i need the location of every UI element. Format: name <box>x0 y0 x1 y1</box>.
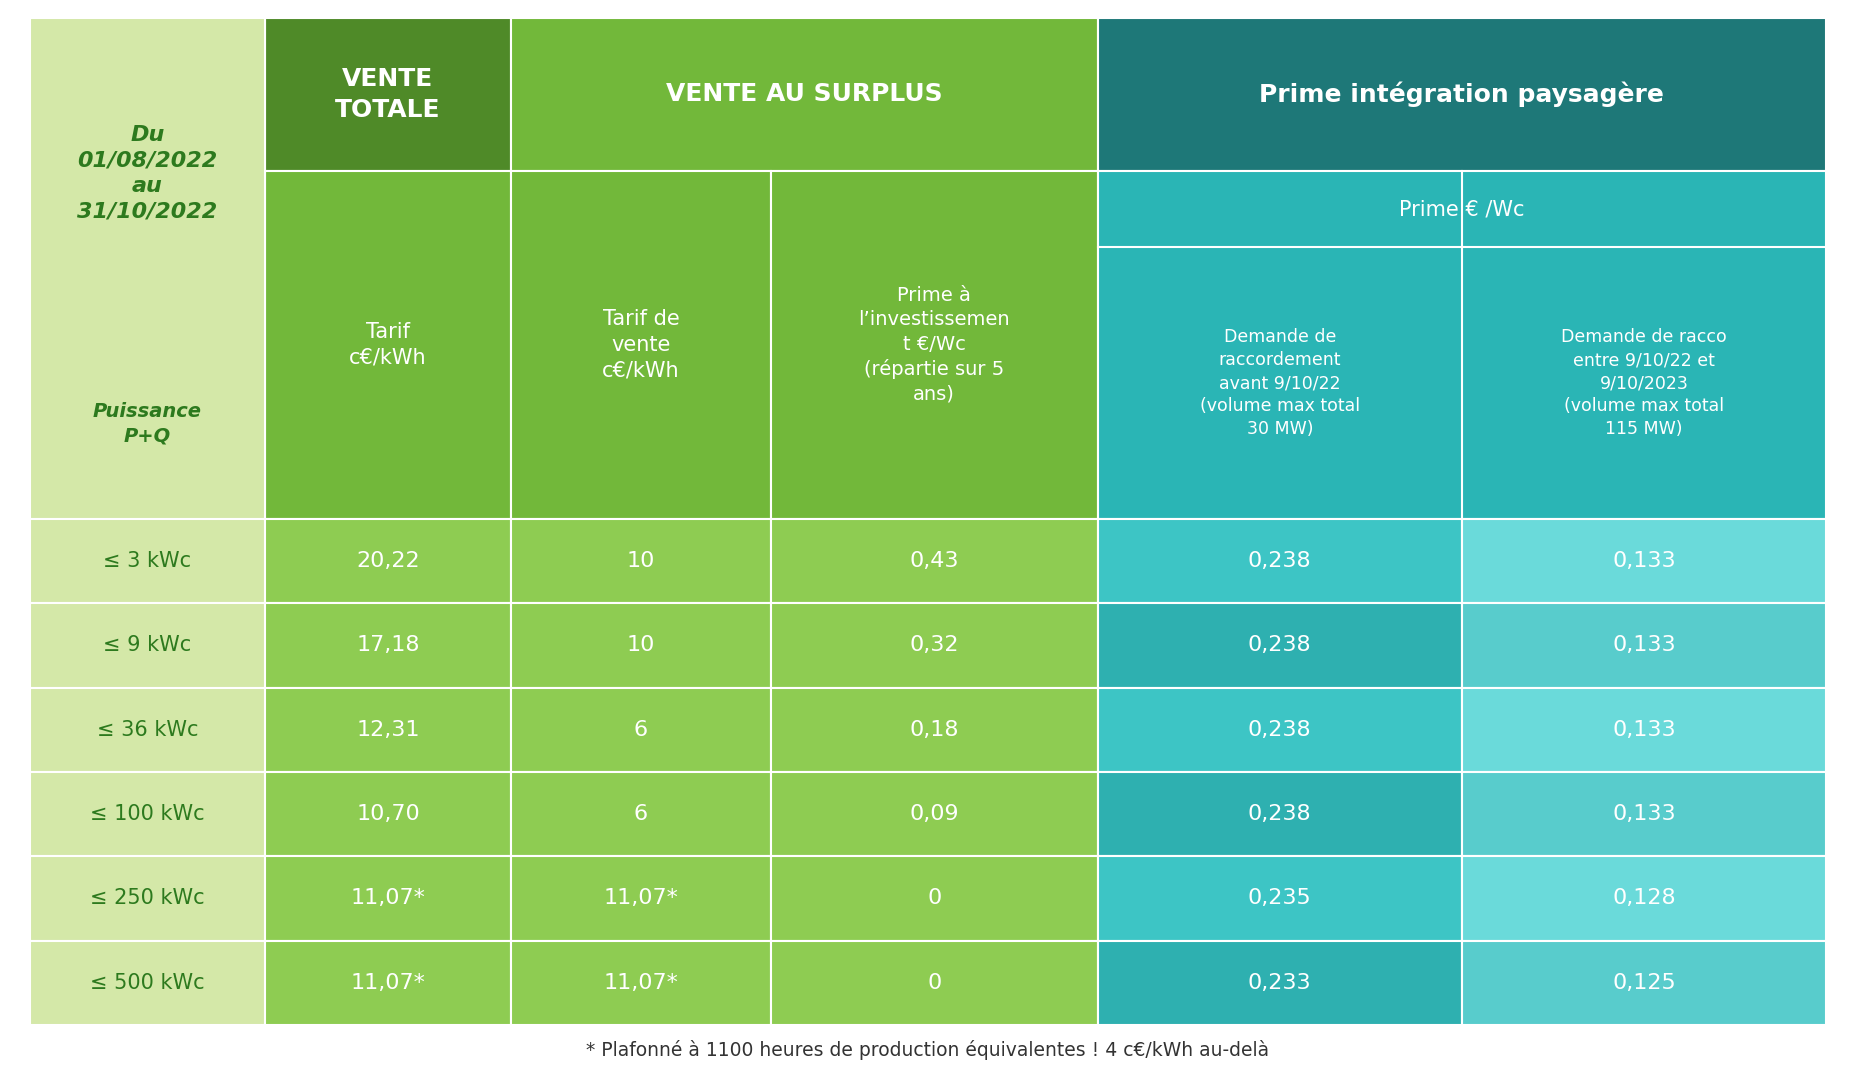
Text: Demande de racco
entre 9/10/22 et
9/10/2023
(volume max total
115 MW): Demande de racco entre 9/10/22 et 9/10/2… <box>1560 328 1725 438</box>
Bar <box>512 772 770 856</box>
Text: 11,07*: 11,07* <box>603 889 679 908</box>
Text: 0,32: 0,32 <box>909 635 959 656</box>
Text: ≤ 500 kWc: ≤ 500 kWc <box>89 973 204 993</box>
Bar <box>1096 18 1825 171</box>
Bar <box>1462 856 1825 941</box>
Bar <box>512 604 770 688</box>
Bar <box>770 772 1096 856</box>
Bar <box>1096 518 1462 604</box>
Bar <box>265 941 512 1025</box>
Bar <box>265 18 512 171</box>
Text: ≤ 36 kWc: ≤ 36 kWc <box>96 719 198 740</box>
Text: 0,235: 0,235 <box>1247 889 1311 908</box>
Bar <box>512 941 770 1025</box>
Text: 12,31: 12,31 <box>356 719 419 740</box>
Text: Prime € /Wc: Prime € /Wc <box>1399 199 1523 219</box>
Text: 0: 0 <box>926 973 940 993</box>
Bar <box>1462 688 1825 772</box>
Bar <box>265 772 512 856</box>
Text: 10: 10 <box>627 551 655 571</box>
Bar <box>265 604 512 688</box>
Bar <box>265 856 512 941</box>
Text: 0,238: 0,238 <box>1247 635 1311 656</box>
Text: 11,07*: 11,07* <box>351 973 425 993</box>
Text: * Plafonné à 1100 heures de production équivalentes ! 4 c€/kWh au-delà: * Plafonné à 1100 heures de production é… <box>586 1040 1269 1059</box>
Text: 0,18: 0,18 <box>909 719 959 740</box>
Text: Puissance
P+Q: Puissance P+Q <box>93 402 202 445</box>
Bar <box>1462 518 1825 604</box>
Text: 0,128: 0,128 <box>1612 889 1675 908</box>
Bar <box>512 18 1096 171</box>
Text: 0,09: 0,09 <box>909 805 959 824</box>
Bar <box>512 171 770 518</box>
Bar <box>1096 688 1462 772</box>
Bar <box>265 171 512 518</box>
Text: Tarif
c€/kWh: Tarif c€/kWh <box>349 322 427 367</box>
Text: 0: 0 <box>926 889 940 908</box>
Bar <box>770 856 1096 941</box>
Bar <box>512 856 770 941</box>
Bar <box>30 688 265 772</box>
Text: 0,43: 0,43 <box>909 551 959 571</box>
Text: 0,133: 0,133 <box>1612 719 1675 740</box>
Text: 0,125: 0,125 <box>1612 973 1675 993</box>
Text: 10: 10 <box>627 635 655 656</box>
Bar <box>265 518 512 604</box>
Bar <box>770 604 1096 688</box>
Bar <box>30 772 265 856</box>
Text: 0,238: 0,238 <box>1247 719 1311 740</box>
Text: ≤ 100 kWc: ≤ 100 kWc <box>89 805 204 824</box>
Bar <box>1096 772 1462 856</box>
Text: 0,238: 0,238 <box>1247 551 1311 571</box>
Text: Demande de
raccordement
avant 9/10/22
(volume max total
30 MW): Demande de raccordement avant 9/10/22 (v… <box>1198 328 1360 438</box>
Text: VENTE
TOTALE: VENTE TOTALE <box>336 67 440 122</box>
Bar <box>30 18 265 518</box>
Bar <box>1462 604 1825 688</box>
Text: 0,233: 0,233 <box>1247 973 1311 993</box>
Text: 10,70: 10,70 <box>356 805 419 824</box>
Text: 0,133: 0,133 <box>1612 551 1675 571</box>
Text: 0,238: 0,238 <box>1247 805 1311 824</box>
Bar <box>30 856 265 941</box>
Bar <box>770 688 1096 772</box>
Text: 6: 6 <box>634 805 647 824</box>
Bar <box>770 518 1096 604</box>
Text: 11,07*: 11,07* <box>603 973 679 993</box>
Text: ≤ 9 kWc: ≤ 9 kWc <box>104 635 191 656</box>
Text: VENTE AU SURPLUS: VENTE AU SURPLUS <box>666 82 942 107</box>
Text: ≤ 3 kWc: ≤ 3 kWc <box>104 551 191 571</box>
Bar <box>30 604 265 688</box>
Text: 20,22: 20,22 <box>356 551 419 571</box>
Bar <box>512 518 770 604</box>
Bar <box>1096 941 1462 1025</box>
Bar <box>1462 941 1825 1025</box>
Text: 6: 6 <box>634 719 647 740</box>
Text: Prime à
l’investissemen
t €/Wc
(répartie sur 5
ans): Prime à l’investissemen t €/Wc (répartie… <box>857 286 1009 404</box>
Text: 17,18: 17,18 <box>356 635 419 656</box>
Text: 11,07*: 11,07* <box>351 889 425 908</box>
Text: ≤ 250 kWc: ≤ 250 kWc <box>89 889 204 908</box>
Bar <box>30 518 265 604</box>
Text: Du
01/08/2022
au
31/10/2022: Du 01/08/2022 au 31/10/2022 <box>78 125 217 221</box>
Bar <box>1096 604 1462 688</box>
Text: Prime intégration paysagère: Prime intégration paysagère <box>1260 82 1664 107</box>
Bar <box>770 941 1096 1025</box>
Bar <box>1096 171 1825 518</box>
Text: 0,133: 0,133 <box>1612 635 1675 656</box>
Bar <box>265 688 512 772</box>
Bar <box>1096 856 1462 941</box>
Bar <box>512 688 770 772</box>
Bar <box>1462 772 1825 856</box>
Text: 0,133: 0,133 <box>1612 805 1675 824</box>
Text: Tarif de
vente
c€/kWh: Tarif de vente c€/kWh <box>601 309 679 380</box>
Bar <box>30 941 265 1025</box>
Bar <box>770 171 1096 518</box>
